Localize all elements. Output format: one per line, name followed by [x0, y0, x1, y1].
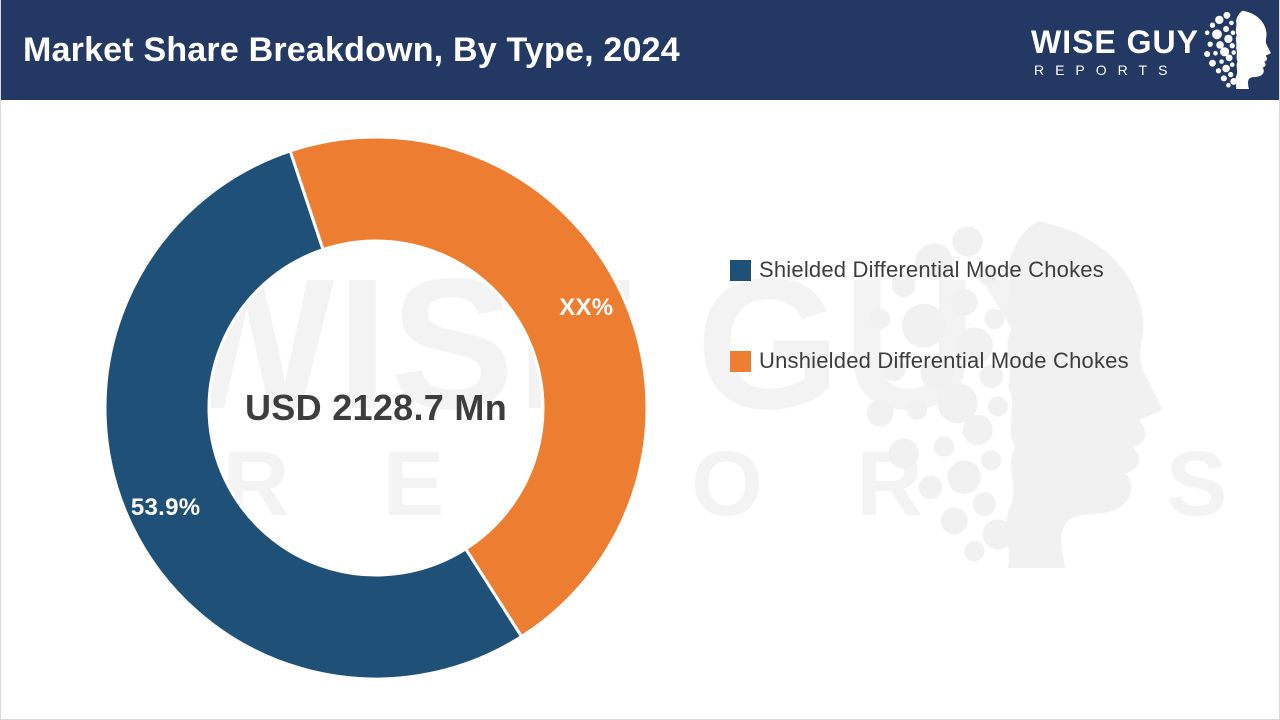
legend-item-0[interactable]: Shielded Differential Mode Chokes: [730, 257, 1129, 283]
segment-value-label-1: XX%: [559, 293, 614, 321]
legend-label: Shielded Differential Mode Chokes: [759, 257, 1104, 282]
donut-segment-0[interactable]: [103, 149, 524, 681]
donut-segment-1[interactable]: [288, 135, 649, 639]
legend-label: Unshielded Differential Mode Chokes: [759, 348, 1129, 373]
brand-subtitle: REPORTS: [1033, 62, 1179, 78]
brand-logo: WISE GUY REPORTS: [1027, 0, 1271, 100]
header-bar: Market Share Breakdown, By Type, 2024 WI…: [1, 0, 1279, 100]
brand-name: WISE GUY: [1030, 24, 1199, 60]
segment-value-label-0: 53.9%: [130, 494, 201, 522]
page-title: Market Share Breakdown, By Type, 2024: [23, 30, 680, 69]
brand-wordmark: WISE GUY REPORTS: [1031, 26, 1199, 78]
legend-swatch-icon: [730, 259, 751, 281]
chart-center-value: USD 2128.7 Mn: [245, 387, 507, 428]
legend-swatch-icon: [730, 350, 751, 372]
chart-legend: Shielded Differential Mode Chokes Unshiel…: [730, 257, 1129, 374]
legend-item-1[interactable]: Unshielded Differential Mode Chokes: [730, 348, 1129, 374]
